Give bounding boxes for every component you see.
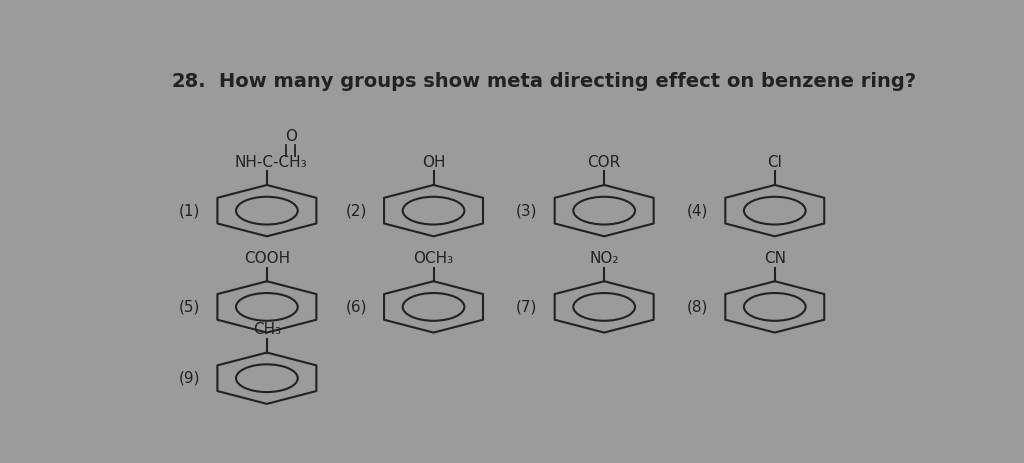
Text: (3): (3)	[516, 203, 538, 218]
Text: CN: CN	[764, 251, 785, 266]
Text: How many groups show meta directing effect on benzene ring?: How many groups show meta directing effe…	[219, 72, 916, 91]
Text: OCH₃: OCH₃	[414, 251, 454, 266]
Text: O: O	[285, 129, 297, 144]
Text: (1): (1)	[179, 203, 201, 218]
Text: NH-C-CH₃: NH-C-CH₃	[234, 155, 307, 169]
Text: OH: OH	[422, 155, 445, 169]
Text: Cl: Cl	[767, 155, 782, 169]
Text: (4): (4)	[687, 203, 709, 218]
Text: CH₃: CH₃	[253, 322, 281, 337]
Text: (2): (2)	[345, 203, 367, 218]
Text: (7): (7)	[516, 300, 538, 314]
Text: (6): (6)	[345, 300, 367, 314]
Text: COR: COR	[588, 155, 621, 169]
Text: COOH: COOH	[244, 251, 290, 266]
Text: (9): (9)	[179, 371, 201, 386]
Text: NO₂: NO₂	[590, 251, 618, 266]
Text: (5): (5)	[179, 300, 201, 314]
Text: 28.: 28.	[172, 72, 206, 91]
Text: (8): (8)	[687, 300, 709, 314]
